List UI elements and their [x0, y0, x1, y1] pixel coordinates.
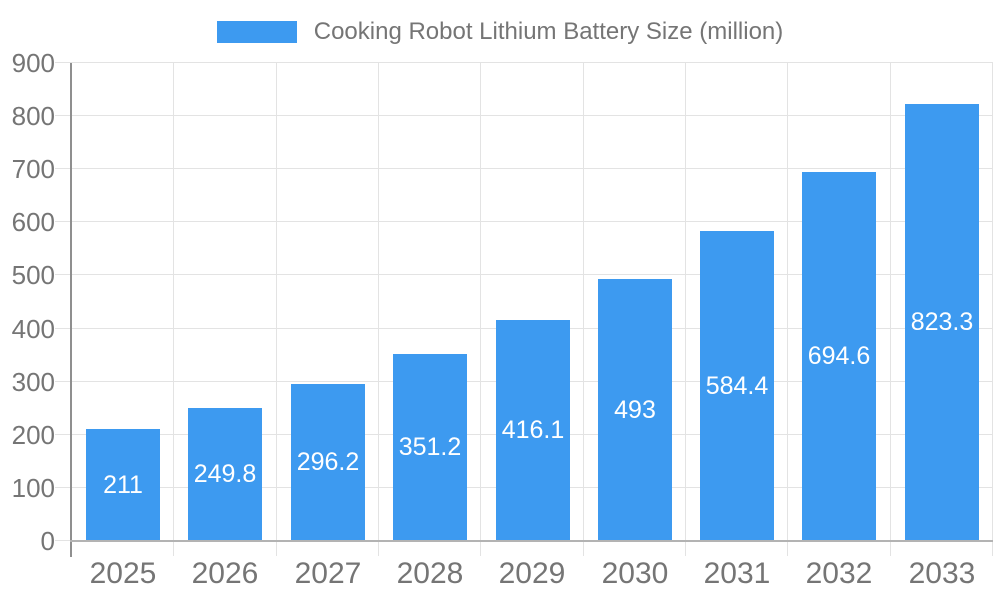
bar-2028[interactable]: 351.2 [393, 354, 467, 541]
bar-value-label: 416.1 [501, 416, 565, 444]
x-tick-label: 2029 [498, 557, 566, 590]
x-tick-label: 2028 [396, 557, 464, 590]
y-tick-label: 800 [11, 101, 55, 131]
bar-2026[interactable]: 249.8 [188, 408, 262, 541]
gridline-v [685, 63, 686, 556]
bar-value-label: 351.2 [398, 433, 462, 461]
gridline-h [55, 115, 993, 116]
gridline-v [276, 63, 277, 556]
gridline-v [480, 63, 481, 556]
gridline-v [787, 63, 788, 556]
legend-swatch-icon [216, 21, 297, 43]
legend[interactable]: Cooking Robot Lithium Battery Size (mill… [0, 18, 1000, 46]
x-tick-label: 2025 [89, 557, 157, 590]
y-tick-label: 200 [11, 420, 55, 450]
y-tick-label: 300 [11, 367, 55, 397]
x-tick-label: 2033 [908, 557, 976, 590]
bar-value-label: 296.2 [296, 448, 360, 476]
gridline-v [890, 63, 891, 556]
y-tick-label: 400 [11, 314, 55, 344]
x-axis-line [70, 540, 993, 542]
gridline-v [583, 63, 584, 556]
y-tick-label: 900 [11, 48, 55, 78]
bar-value-label: 493 [614, 395, 656, 424]
bar-value-label: 823.3 [910, 308, 974, 336]
y-tick-label: 0 [40, 526, 55, 556]
gridline-h [55, 274, 993, 275]
x-tick-label: 2032 [805, 557, 873, 590]
bar-2029[interactable]: 416.1 [496, 320, 570, 541]
gridline-h [55, 168, 993, 169]
y-axis-line [70, 63, 72, 557]
y-tick-label: 500 [11, 260, 55, 290]
x-tick-label: 2027 [294, 557, 362, 590]
gridline-v [378, 63, 379, 556]
bar-2025[interactable]: 211 [86, 429, 160, 541]
bar-value-label: 694.6 [807, 342, 871, 370]
gridline-h [55, 221, 993, 222]
bar-2033[interactable]: 823.3 [905, 104, 979, 541]
bar-2030[interactable]: 493 [598, 279, 672, 541]
gridline-v [173, 63, 174, 556]
gridline-h [55, 62, 993, 63]
y-tick-label: 700 [11, 154, 55, 184]
bar-value-label: 249.8 [193, 460, 257, 488]
bar-2031[interactable]: 584.4 [700, 231, 774, 541]
bar-value-label: 584.4 [705, 371, 769, 400]
bar-2032[interactable]: 694.6 [802, 172, 876, 541]
y-tick-label: 100 [11, 473, 55, 503]
x-tick-label: 2030 [601, 557, 669, 590]
x-tick-label: 2026 [191, 557, 259, 590]
bar-2027[interactable]: 296.2 [291, 384, 365, 541]
bar-value-label: 211 [103, 470, 143, 499]
legend-label: Cooking Robot Lithium Battery Size (mill… [313, 18, 784, 45]
y-tick-label: 600 [11, 207, 55, 237]
gridline-v [992, 63, 993, 556]
x-tick-label: 2031 [703, 557, 771, 590]
